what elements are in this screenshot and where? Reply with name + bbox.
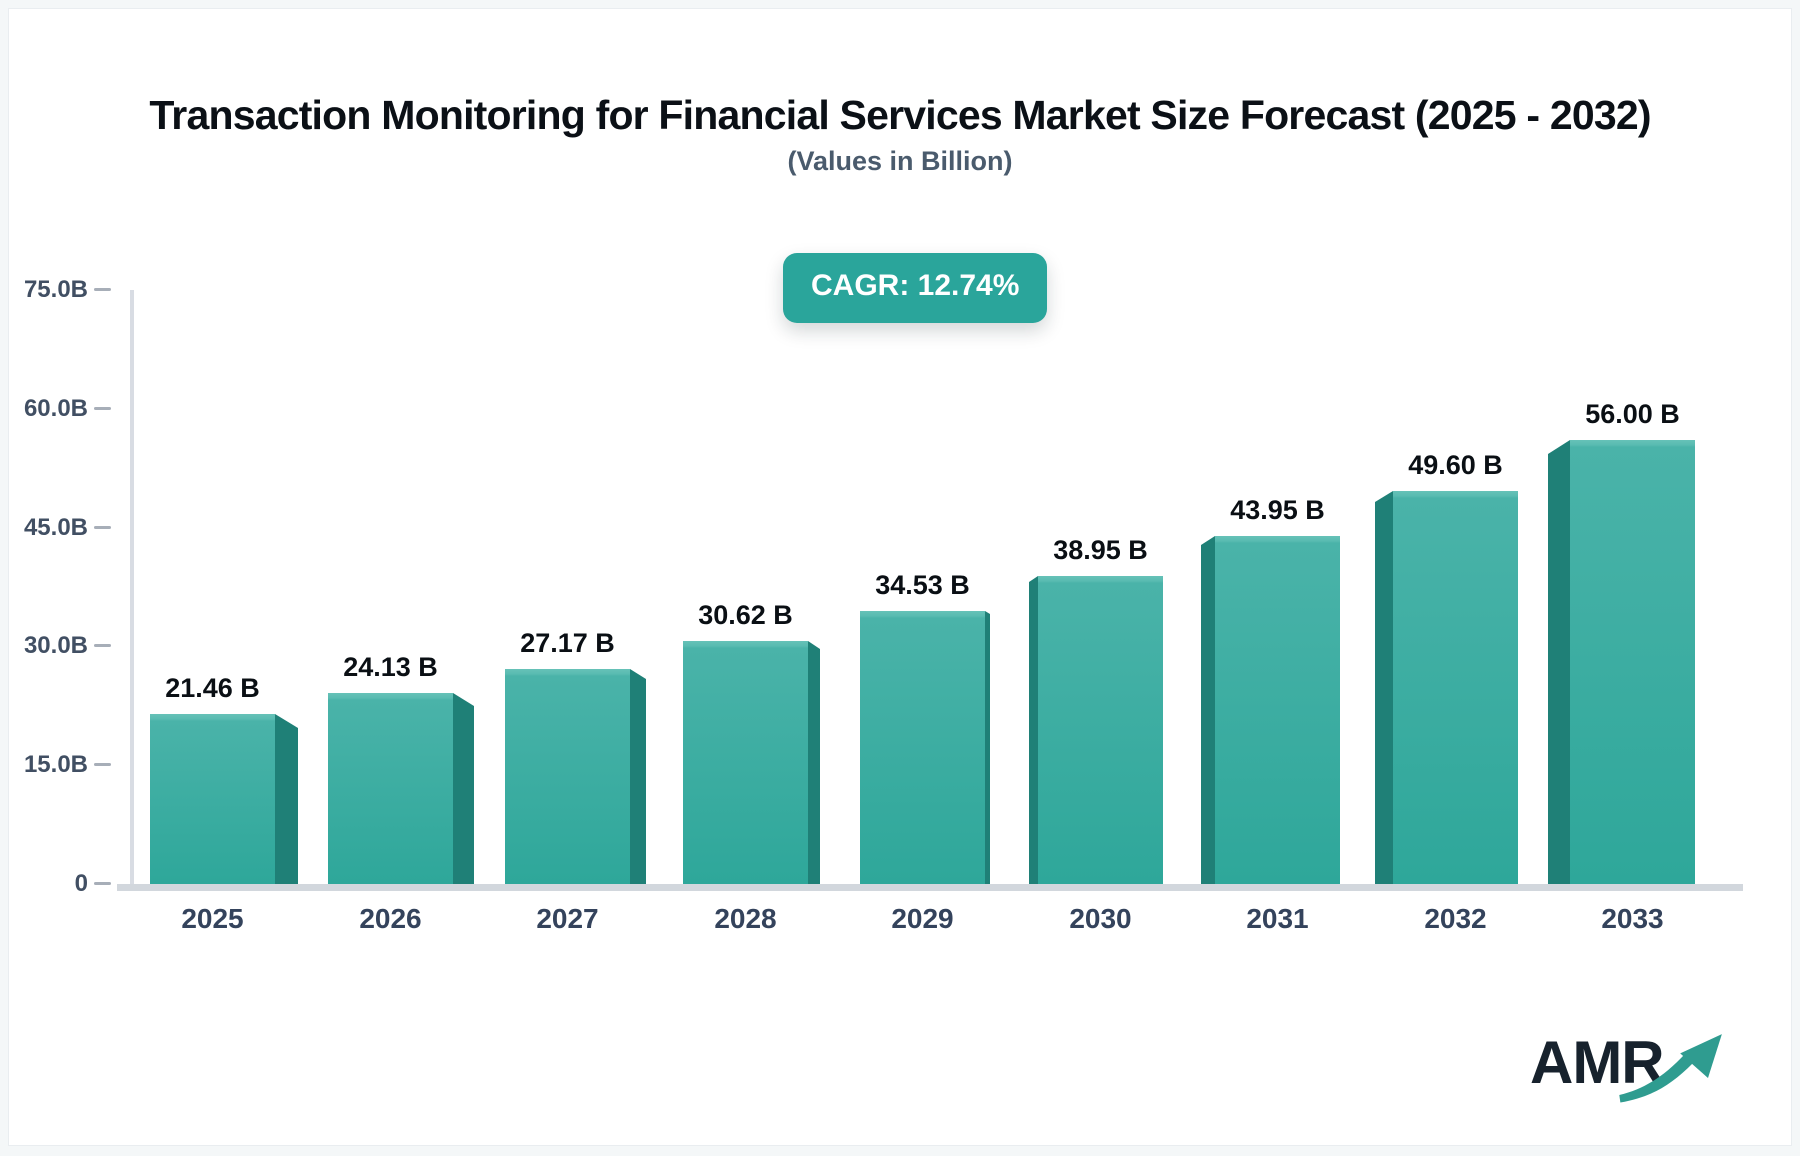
bar-side-2025 [275, 714, 298, 884]
bar-2026[interactable] [328, 693, 453, 884]
amr-logo-text: AMR [1530, 1029, 1665, 1096]
bar-2025[interactable] [150, 714, 275, 884]
y-tick-mark [94, 525, 111, 529]
y-tick-mark [94, 406, 111, 410]
bar-2029[interactable] [860, 611, 985, 884]
x-tick-label-2028: 2028 [714, 903, 777, 934]
bar-side-2031 [1201, 536, 1215, 884]
x-tick-label-2030: 2030 [1069, 903, 1132, 934]
y-tick-label: 45.0B [23, 513, 88, 541]
amr-logo: AMR [1530, 1028, 1730, 1118]
bar-side-2028 [808, 641, 820, 884]
y-tick-label: 0 [74, 870, 88, 897]
bar-value-label: 24.13 B [343, 652, 438, 682]
y-tick-mark [94, 882, 111, 885]
y-tick-label: 60.0B [23, 394, 88, 422]
cagr-badge: CAGR: 12.74% [783, 253, 1048, 323]
y-tick-label: 30.0B [23, 632, 88, 660]
y-axis-line [130, 290, 134, 884]
y-tick-mark [94, 644, 111, 648]
x-axis-line [117, 884, 1743, 891]
x-tick-label-2026: 2026 [359, 903, 422, 934]
x-tick-label-2029: 2029 [891, 903, 954, 934]
cagr-badge-label: CAGR: 12.74% [811, 269, 1020, 302]
bar-value-label: 34.53 B [875, 570, 970, 600]
bar-2027[interactable] [505, 669, 630, 884]
x-tick-label-2033: 2033 [1601, 903, 1664, 934]
bar-value-label: 21.46 B [165, 673, 260, 703]
y-tick-label: 15.0B [23, 751, 88, 779]
x-tick-label-2032: 2032 [1424, 903, 1487, 934]
bar-value-label: 43.95 B [1230, 495, 1325, 525]
chart-title: Transaction Monitoring for Financial Ser… [149, 92, 1651, 138]
x-tick-label-2027: 2027 [536, 903, 599, 934]
y-tick-mark [94, 763, 111, 767]
bar-2033[interactable] [1570, 440, 1695, 884]
bar-value-label: 30.62 B [698, 600, 793, 630]
bar-side-2032 [1375, 491, 1393, 884]
bar-2030[interactable] [1038, 576, 1163, 884]
x-tick-label-2025: 2025 [181, 903, 244, 934]
y-tick-label: 75.0B [23, 276, 88, 303]
chart-subtitle: (Values in Billion) [787, 146, 1013, 176]
bar-value-label: 27.17 B [520, 628, 615, 658]
bar-value-label: 49.60 B [1408, 450, 1503, 480]
bar-2031[interactable] [1215, 536, 1340, 884]
bar-side-2026 [453, 693, 474, 884]
bar-value-label: 38.95 B [1053, 535, 1148, 565]
bar-side-2029 [985, 611, 990, 884]
bar-2032[interactable] [1393, 491, 1518, 884]
growth-arrow-icon [1619, 1034, 1722, 1103]
y-tick-mark [94, 288, 111, 291]
bar-value-label: 56.00 B [1585, 399, 1680, 429]
bar-side-2027 [630, 669, 646, 884]
bar-side-2030 [1029, 576, 1038, 884]
x-tick-label-2031: 2031 [1246, 903, 1309, 934]
bar-2028[interactable] [683, 641, 808, 884]
bar-side-2033 [1548, 440, 1570, 884]
